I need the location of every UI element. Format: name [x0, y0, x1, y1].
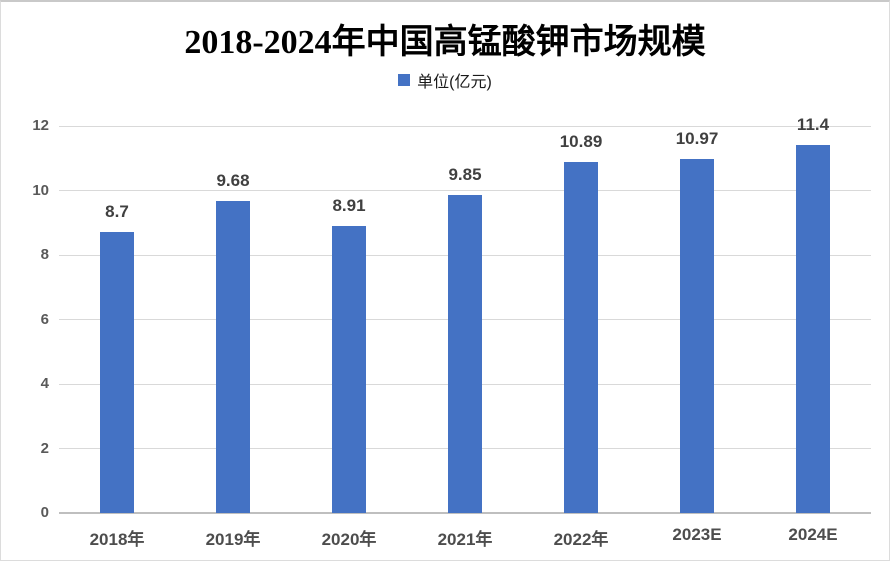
y-axis-tick-label: 0: [40, 504, 49, 521]
bar-2024E: [796, 145, 830, 513]
x-axis-tick-label: 2018年: [89, 530, 145, 549]
x-axis-tick-label: 2020年: [321, 530, 377, 549]
plot-area: 0 2 4 6 8 10 12 8.7 2018年 9.68 2019年 8.91 2020年 9.85 2…: [32, 115, 871, 549]
legend: 单位(亿元): [1, 68, 889, 92]
x-axis-tick-label: 2024E: [788, 525, 838, 544]
bar-group-2020年: 8.91 2020年: [291, 126, 407, 549]
bar-value-label: 11.4: [796, 115, 830, 135]
bar-group-2022年: 10.89 2022年: [523, 126, 639, 549]
legend-swatch-icon: [398, 74, 411, 86]
y-axis-tick-label: 2: [40, 439, 49, 457]
bar-2021年: [448, 195, 482, 513]
bar-2020年: [332, 225, 366, 513]
bar-2018年: [100, 232, 134, 513]
bar-2022年: [564, 161, 598, 513]
bar-group-2024E: 11.4 2024E: [755, 115, 871, 544]
y-axis-tick-label: 12: [32, 117, 49, 134]
gridline-y12: [59, 125, 871, 127]
x-axis-tick-label: 2023E: [672, 525, 722, 544]
y-axis-tick-label: 10: [32, 181, 49, 199]
bar-group-2023E: 10.97 2023E: [639, 126, 755, 544]
bar-value-label: 10.89: [559, 131, 603, 151]
x-axis-line: [59, 512, 871, 514]
bar-group-2019年: 9.68 2019年: [175, 126, 291, 549]
y-axis-tick-label: 8: [40, 246, 49, 263]
legend-label: 单位(亿元): [417, 74, 492, 91]
bar-group-2021年: 9.85 2021年: [407, 126, 523, 549]
y-axis-tick-label: 6: [40, 310, 49, 328]
bar-value-label: 8.7: [105, 202, 129, 222]
gridline-y10: [59, 190, 871, 191]
bar-2023E: [680, 159, 714, 513]
bar-value-label: 8.91: [332, 195, 366, 215]
bar-2019年: [216, 200, 250, 513]
x-axis-tick-label: 2021年: [437, 530, 493, 549]
bar-value-label: 9.85: [448, 165, 482, 185]
chart-title: 2018-2024年中国高锰酸钾市场规模: [184, 24, 706, 61]
x-axis-tick-label: 2019年: [205, 530, 261, 549]
y-axis-tick-label: 4: [40, 375, 49, 392]
x-axis-tick-label: 2022年: [553, 530, 609, 549]
bar-value-label: 9.68: [216, 170, 250, 190]
bar-group-2018年: 8.7 2018年: [59, 126, 175, 549]
bar-value-label: 10.97: [675, 129, 719, 149]
